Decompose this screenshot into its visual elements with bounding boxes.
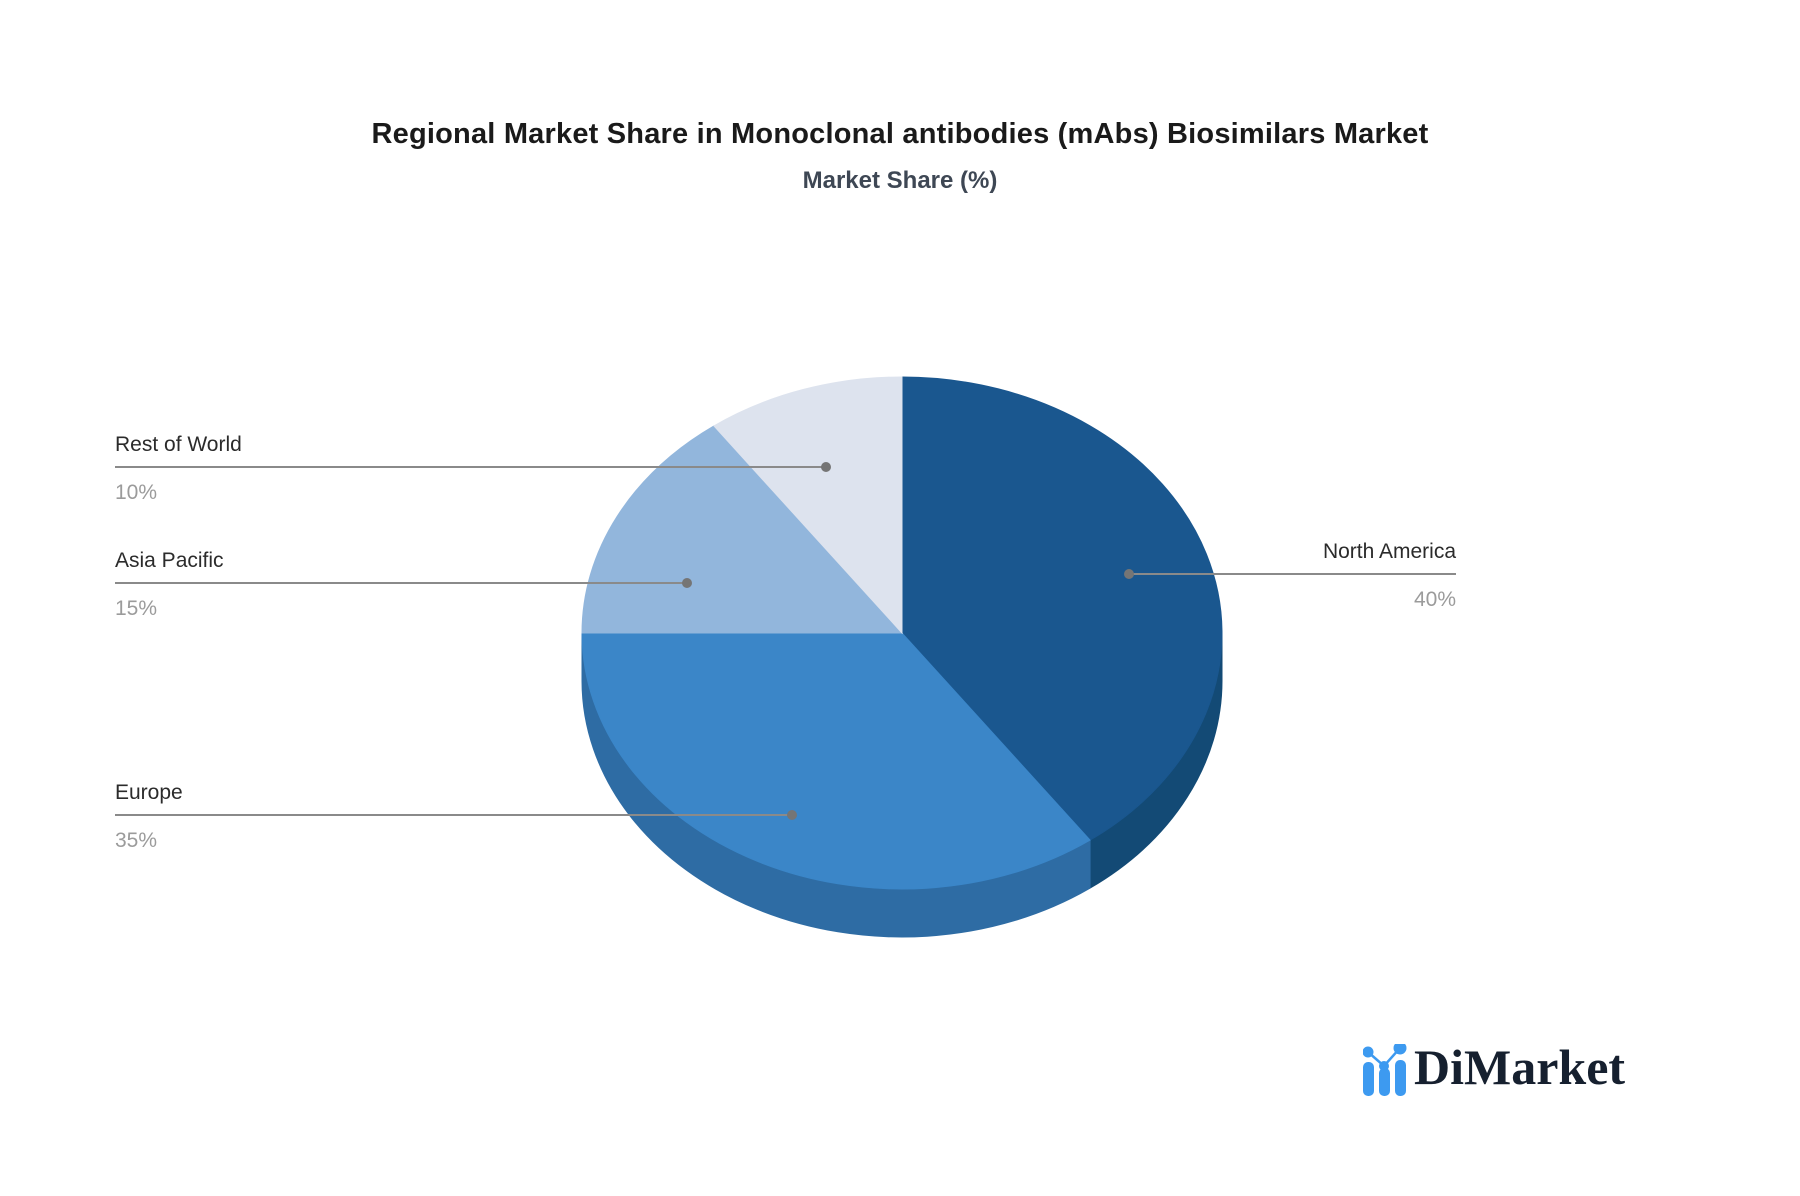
chart-title: Regional Market Share in Monoclonal anti… bbox=[371, 118, 1429, 150]
bar-line-chart-icon bbox=[1363, 1044, 1407, 1096]
logo-icon-shapes bbox=[1363, 1044, 1407, 1096]
leader-dot-europe bbox=[787, 810, 797, 820]
leader-dot-asia-pacific bbox=[682, 578, 692, 588]
pie-slice-north-america bbox=[901, 376, 1223, 841]
slice-value-north-america: 40% bbox=[1413, 588, 1456, 611]
leader-dot-rest-of-world bbox=[821, 462, 831, 472]
logo-text: DiMarket bbox=[1414, 1039, 1626, 1095]
slice-label-north-america: North America bbox=[1322, 540, 1456, 563]
pie-slice-asia-pacific bbox=[581, 425, 904, 634]
chart-subtitle: Market Share (%) bbox=[802, 167, 998, 194]
pie-slice-europe bbox=[581, 632, 1091, 890]
slice-value-rest-of-world: 10% bbox=[115, 481, 158, 504]
slice-value-europe: 35% bbox=[115, 829, 158, 852]
leader-dot-north-america bbox=[1124, 569, 1134, 579]
pie-slice-rest-of-world bbox=[713, 376, 903, 635]
slice-value-asia-pacific: 15% bbox=[115, 597, 158, 620]
slice-label-rest-of-world: Rest of World bbox=[115, 433, 242, 456]
slice-label-asia-pacific: Asia Pacific bbox=[115, 549, 224, 572]
slice-label-europe: Europe bbox=[115, 781, 183, 804]
